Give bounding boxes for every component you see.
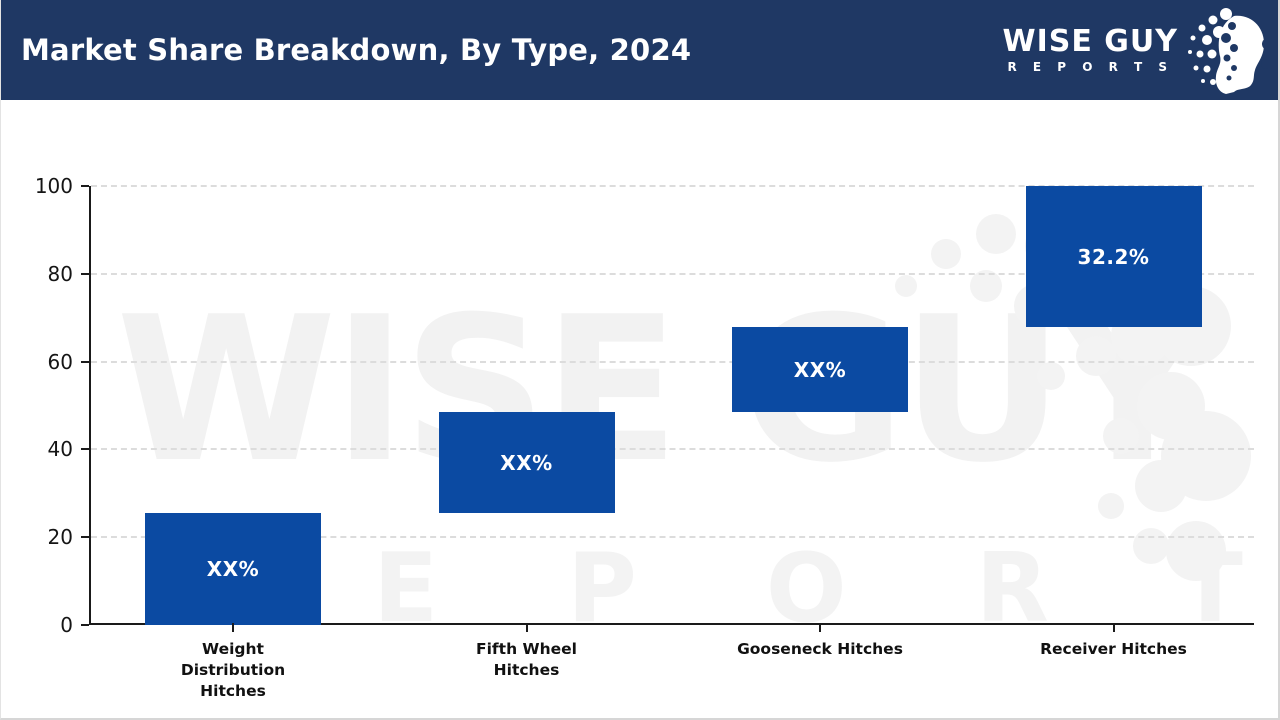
y-tick-label: 20 [47, 525, 73, 550]
y-tick-label: 40 [47, 437, 73, 462]
x-tick-mark [525, 623, 528, 632]
gridline [91, 272, 1254, 275]
y-tick-label: 80 [47, 261, 73, 286]
bar-fifth-wheel-hitches: XX% [438, 412, 615, 514]
logo-text: WISE GUY R E P O R T S [1002, 26, 1178, 74]
y-tick-mark [81, 185, 89, 187]
x-tick-label: Fifth Wheel Hitches [476, 640, 577, 679]
x-tick-label: Receiver Hitches [1040, 640, 1187, 658]
logo-head-dots-icon [1188, 8, 1268, 94]
x-tick-label: Weight Distribution Hitches [180, 640, 286, 700]
y-tick-label: 100 [34, 174, 73, 198]
bar-value-label: XX% [206, 557, 260, 582]
bar-weight-distribution-hitches: XX% [145, 513, 321, 625]
y-tick-mark [81, 536, 89, 539]
y-tick-label: 60 [47, 349, 73, 374]
wiseguy-logo: WISE GUY R E P O R T S [1002, 6, 1268, 94]
logo-wordmark: WISE GUY [1002, 24, 1178, 60]
y-tick-mark [81, 624, 89, 626]
y-tick-label: 0 [60, 613, 73, 637]
gridline [91, 360, 1254, 363]
bar-value-label: XX% [793, 357, 847, 382]
y-tick-mark [81, 360, 89, 363]
x-tick-mark [232, 623, 234, 632]
logo-subtext: R E P O R T S [1007, 59, 1174, 74]
y-tick-mark [81, 272, 89, 275]
bar-receiver-hitches: 32.2% [1025, 186, 1202, 328]
gridline [91, 185, 1254, 187]
bar-value-label: XX% [500, 450, 553, 475]
bar-gooseneck-hitches: XX% [732, 327, 908, 413]
x-tick-label: Gooseneck Hitches [737, 640, 903, 658]
bar-value-label: 32.2% [1077, 244, 1150, 269]
x-tick-mark [1112, 623, 1115, 632]
gridline [91, 536, 1254, 539]
watermark-subtext: R E P O R T S [171, 534, 1254, 623]
header-bar: Market Share Breakdown, By Type, 2024 WI… [1, 0, 1278, 100]
gridline [91, 448, 1254, 451]
chart-title: Market Share Breakdown, By Type, 2024 [21, 33, 692, 67]
plot-area: WISE GUY R E P O R T S [35, 174, 1254, 700]
y-tick-mark [81, 448, 89, 451]
chart-area: WISE GUY R E P O R T S [1, 100, 1278, 718]
x-tick-mark [819, 623, 821, 632]
